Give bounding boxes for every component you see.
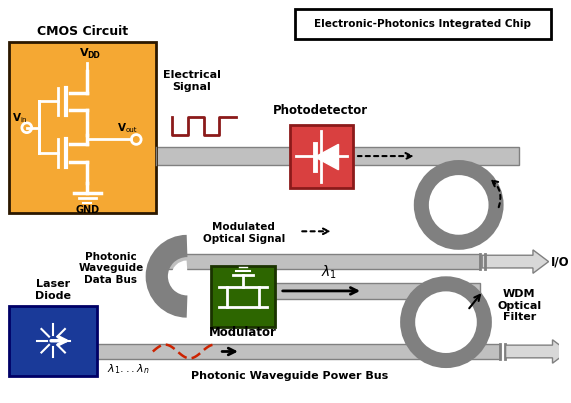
Bar [156,147,519,165]
Polygon shape [315,144,339,170]
Bar [289,125,353,188]
Text: GND: GND [75,205,99,215]
Text: $\lambda_1...\lambda_n$: $\lambda_1...\lambda_n$ [107,362,150,376]
Text: DD: DD [87,51,99,60]
Text: CMOS Circuit: CMOS Circuit [37,25,128,38]
Text: I/O: I/O [550,255,569,268]
FancyArrow shape [482,250,549,273]
Text: Photodetector: Photodetector [274,104,368,117]
Text: Electrical
Signal: Electrical Signal [163,70,221,91]
FancyArrow shape [505,340,568,363]
Text: Photonic
Waveguide
Data Bus: Photonic Waveguide Data Bus [78,252,143,285]
Text: Laser
Diode: Laser Diode [35,279,71,301]
Text: V: V [80,48,89,58]
Text: V: V [118,123,126,133]
Text: Photonic Waveguide Power Bus: Photonic Waveguide Power Bus [191,371,388,381]
Bar [9,305,97,376]
Bar [295,10,550,39]
Text: out: out [126,127,137,133]
Bar [9,42,156,213]
Text: Modulator: Modulator [209,326,277,339]
Text: V: V [13,113,21,123]
Text: $\lambda_1$: $\lambda_1$ [321,264,337,281]
Bar [163,254,480,270]
Bar [211,283,480,299]
Text: WDM
Optical
Filter: WDM Optical Filter [497,289,541,322]
Bar [211,266,275,327]
Bar [97,344,500,359]
Text: Electronic-Photonics Integrated Chip: Electronic-Photonics Integrated Chip [314,19,531,29]
Text: in: in [21,117,27,123]
Text: Modulated
Optical Signal: Modulated Optical Signal [203,222,285,244]
